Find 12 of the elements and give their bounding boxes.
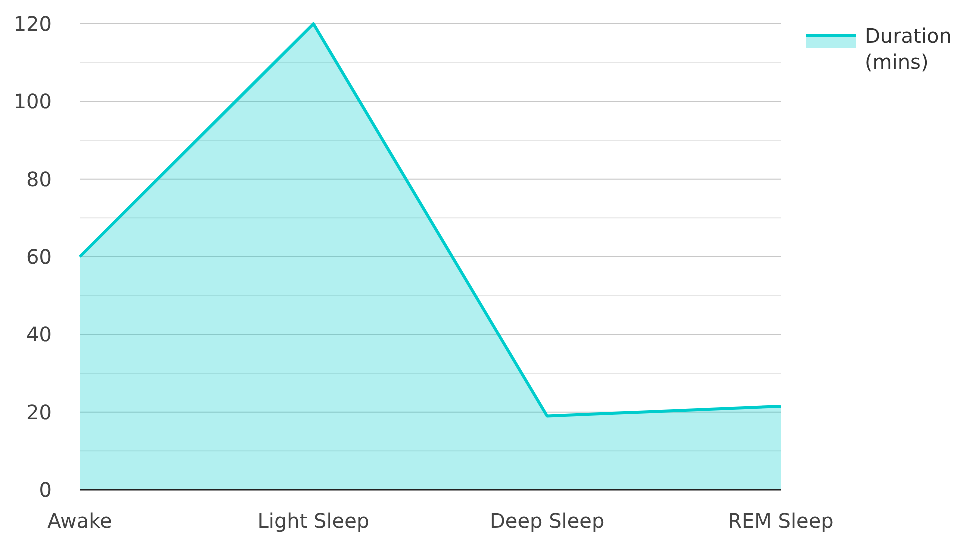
x-tick-label: Light Sleep bbox=[258, 509, 370, 533]
y-tick-label: 40 bbox=[26, 322, 52, 347]
x-tick-label: Awake bbox=[48, 509, 112, 533]
y-tick-label: 120 bbox=[14, 12, 52, 36]
legend-label: Duration (mins) bbox=[865, 24, 952, 74]
y-tick-label: 60 bbox=[26, 245, 52, 269]
x-tick-label: REM Sleep bbox=[728, 509, 834, 533]
y-tick-label: 100 bbox=[14, 90, 52, 114]
x-tick-label: Deep Sleep bbox=[490, 509, 605, 533]
y-tick-label: 80 bbox=[26, 167, 52, 192]
y-tick-label: 0 bbox=[39, 478, 52, 502]
y-tick-label: 20 bbox=[26, 400, 52, 424]
